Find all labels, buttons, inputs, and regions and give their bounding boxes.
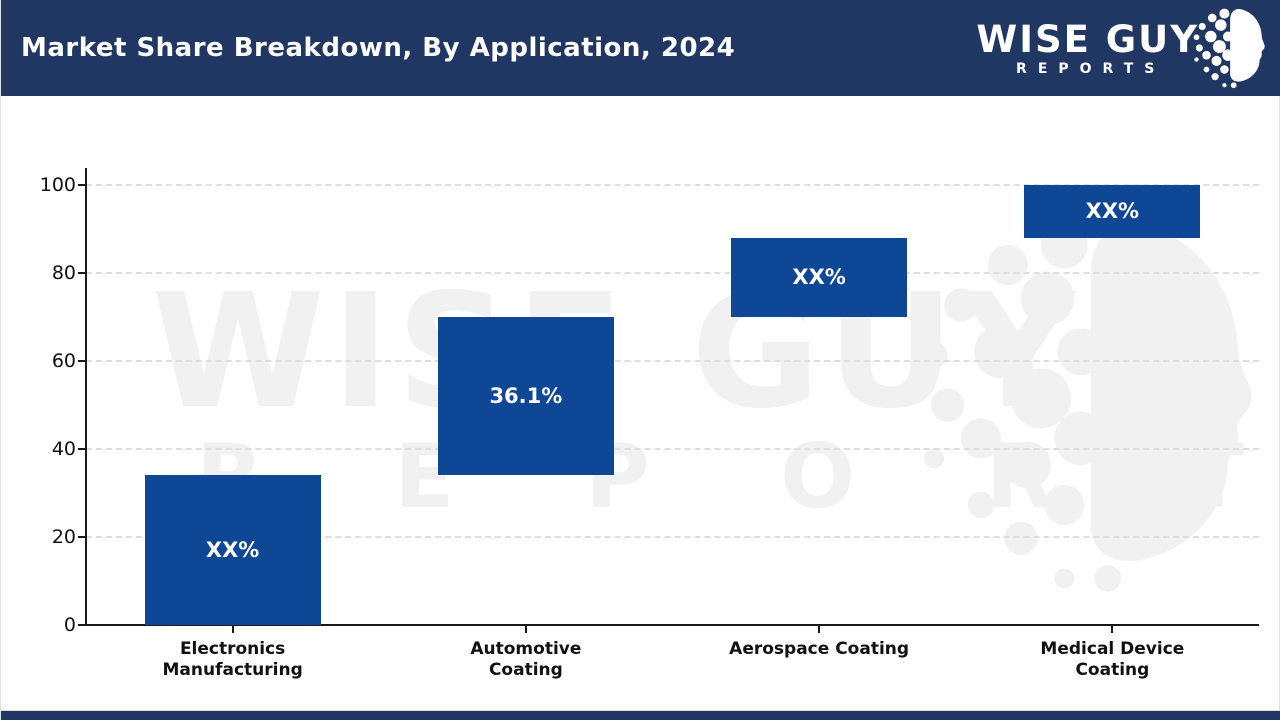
y-tick	[78, 272, 86, 274]
gridline	[86, 360, 1259, 362]
gridline	[86, 272, 1259, 274]
category-label: Medical Device Coating	[1040, 639, 1185, 680]
y-tick	[78, 184, 86, 186]
x-axis	[85, 624, 1259, 626]
footer-divider	[1, 710, 1280, 711]
gridline	[86, 448, 1259, 450]
bar-value-label: 36.1%	[489, 383, 563, 408]
footer-bar	[1, 711, 1280, 720]
wise-guy-reports-logo: WISE GUY REPORTS	[976, 5, 1280, 91]
gridline	[86, 184, 1259, 186]
logo-head-icon	[1193, 8, 1265, 89]
x-tick	[231, 625, 234, 633]
page-title: Market Share Breakdown, By Application, …	[21, 33, 736, 63]
header-bar: Market Share Breakdown, By Application, …	[1, 0, 1280, 96]
gridline	[86, 536, 1259, 538]
x-tick	[524, 625, 527, 633]
bar-aerospace-coating: XX%	[731, 237, 908, 317]
y-tick-label: 40	[51, 438, 76, 460]
bar-electronics-manufacturing: XX%	[144, 475, 321, 625]
y-tick	[78, 448, 86, 450]
y-tick-label: 0	[63, 614, 76, 636]
y-tick	[78, 536, 86, 538]
x-tick	[818, 625, 821, 633]
y-tick	[78, 360, 86, 362]
bar-value-label: XX%	[792, 265, 846, 290]
y-tick-label: 60	[51, 350, 76, 372]
y-axis	[85, 168, 87, 625]
bar-value-label: XX%	[205, 538, 260, 563]
bar-automotive-coating: 36.1%	[437, 316, 614, 476]
category-label: Electronics Manufacturing	[162, 639, 303, 680]
category-label: Aerospace Coating	[729, 639, 910, 659]
logo-reports-text: REPORTS	[1016, 60, 1166, 77]
y-tick-label: 100	[39, 174, 76, 196]
category-label: Automotive Coating	[470, 639, 582, 680]
bar-medical-device-coating: XX%	[1024, 185, 1201, 238]
y-tick-label: 20	[51, 526, 76, 548]
y-tick	[78, 624, 86, 626]
watermark-head-icon	[921, 221, 1252, 592]
bar-value-label: XX%	[1085, 199, 1140, 224]
y-tick-label: 80	[51, 262, 76, 284]
x-tick	[1111, 625, 1114, 633]
logo-wiseguy-text: WISE GUY	[976, 17, 1199, 61]
